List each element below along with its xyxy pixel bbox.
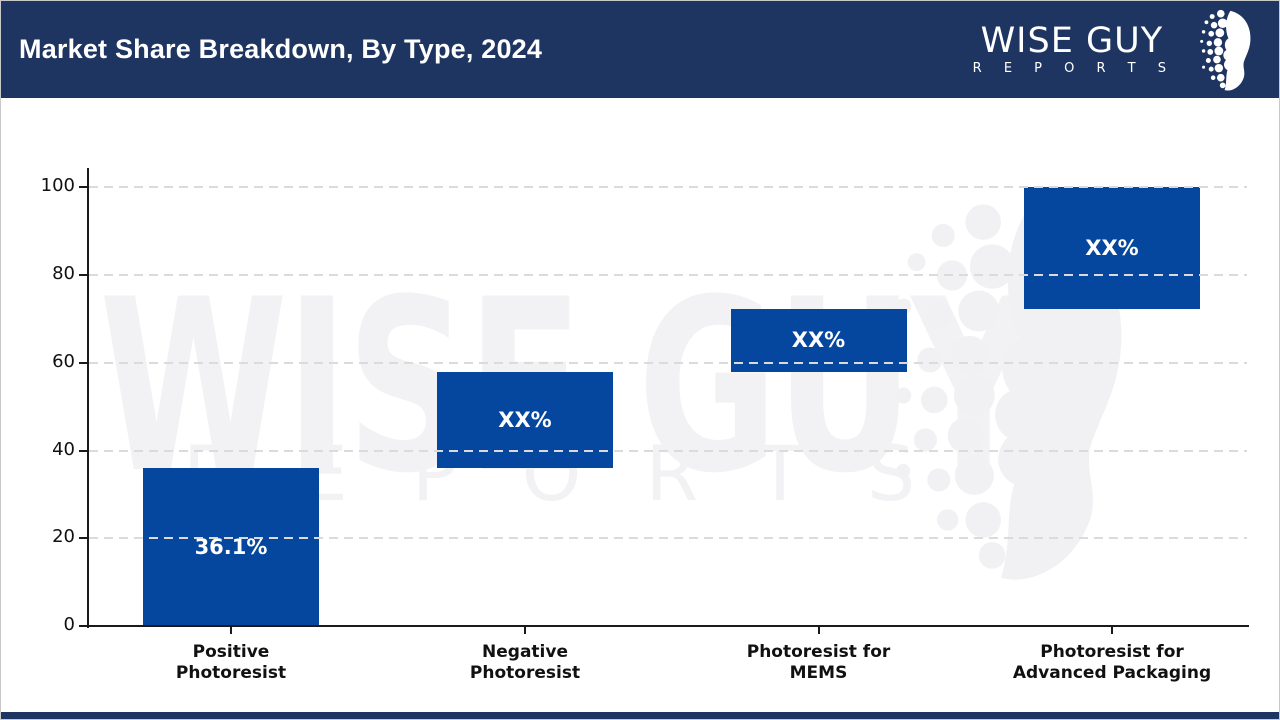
x-category-label: Photoresist for MEMS: [746, 642, 891, 683]
bar-value-label: XX%: [498, 407, 552, 432]
x-tick-mark: [230, 627, 232, 634]
x-category-label: Positive Photoresist: [175, 642, 287, 683]
y-tick-mark: [79, 361, 87, 364]
waterfall-chart: 0 20 40 60 80 100 36.1% Positive Photoresist XX% N…: [41, 166, 1249, 683]
y-axis-line: [87, 168, 89, 628]
gridline-60: [89, 361, 1247, 364]
y-tick-label: 20: [52, 526, 75, 548]
bar-segment-3: XX%: [730, 308, 907, 372]
y-tick-mark: [79, 186, 87, 189]
header-bar: Market Share Breakdown, By Type, 2024 WI…: [1, 1, 1279, 98]
y-tick-mark: [79, 274, 87, 277]
x-category-label: Negative Photoresist: [469, 642, 581, 683]
x-axis-line: [83, 625, 1249, 627]
y-tick-mark: [79, 537, 87, 540]
y-tick-mark: [79, 625, 87, 627]
footer-bar: [1, 712, 1279, 719]
y-tick-label: 60: [52, 350, 75, 372]
y-tick-mark: [79, 449, 87, 452]
x-tick-mark: [524, 627, 526, 634]
logo-subtext: R E P O R T S: [972, 61, 1175, 76]
bar-value-label: XX%: [1085, 236, 1139, 261]
y-tick-label: 100: [40, 175, 75, 197]
bar-value-label: XX%: [791, 328, 846, 353]
y-tick-label: 40: [52, 438, 75, 460]
wise-guy-logo: WISE GUY R E P O R T S: [969, 7, 1255, 93]
y-tick-label: 80: [52, 263, 75, 285]
gridline-40: [89, 449, 1247, 452]
gridline-20: [89, 537, 1247, 540]
gridline-80: [89, 274, 1247, 277]
x-category-label: Photoresist for Advanced Packaging: [1012, 642, 1212, 683]
logo-face-dots-icon: [1200, 9, 1251, 91]
x-tick-mark: [1111, 627, 1113, 634]
logo-wordmark: WISE GUY: [980, 21, 1164, 61]
bar-segment-1: 36.1%: [143, 467, 319, 626]
page-title: Market Share Breakdown, By Type, 2024: [19, 34, 543, 64]
x-tick-mark: [817, 627, 820, 634]
bar-segment-2: XX%: [437, 371, 613, 468]
logo-text: WISE GUY R E P O R T S: [969, 21, 1175, 76]
gridline-100: [89, 186, 1247, 189]
bar-segment-4: XX%: [1024, 187, 1200, 309]
y-tick-label: 0: [63, 614, 75, 635]
